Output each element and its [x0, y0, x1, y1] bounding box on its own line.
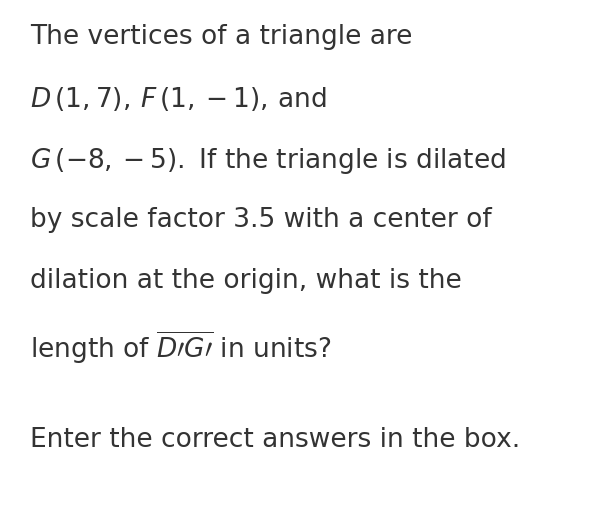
Text: dilation at the origin, what is the: dilation at the origin, what is the	[30, 268, 462, 294]
Text: Enter the correct answers in the box.: Enter the correct answers in the box.	[30, 427, 520, 453]
Text: by scale factor 3.5 with a center of: by scale factor 3.5 with a center of	[30, 207, 492, 233]
Text: length of $\overline{\mathit{D\prime G\prime}}$ in units?: length of $\overline{\mathit{D\prime G\p…	[30, 329, 331, 366]
Text: $\mathit{G}\,(-8,-5).$ If the triangle is dilated: $\mathit{G}\,(-8,-5).$ If the triangle i…	[30, 146, 506, 176]
Text: The vertices of a triangle are: The vertices of a triangle are	[30, 24, 412, 50]
Text: $\mathit{D}\,(1,7),\,\mathit{F}\,(1,-1),\,\mathrm{and}$: $\mathit{D}\,(1,7),\,\mathit{F}\,(1,-1),…	[30, 85, 326, 113]
